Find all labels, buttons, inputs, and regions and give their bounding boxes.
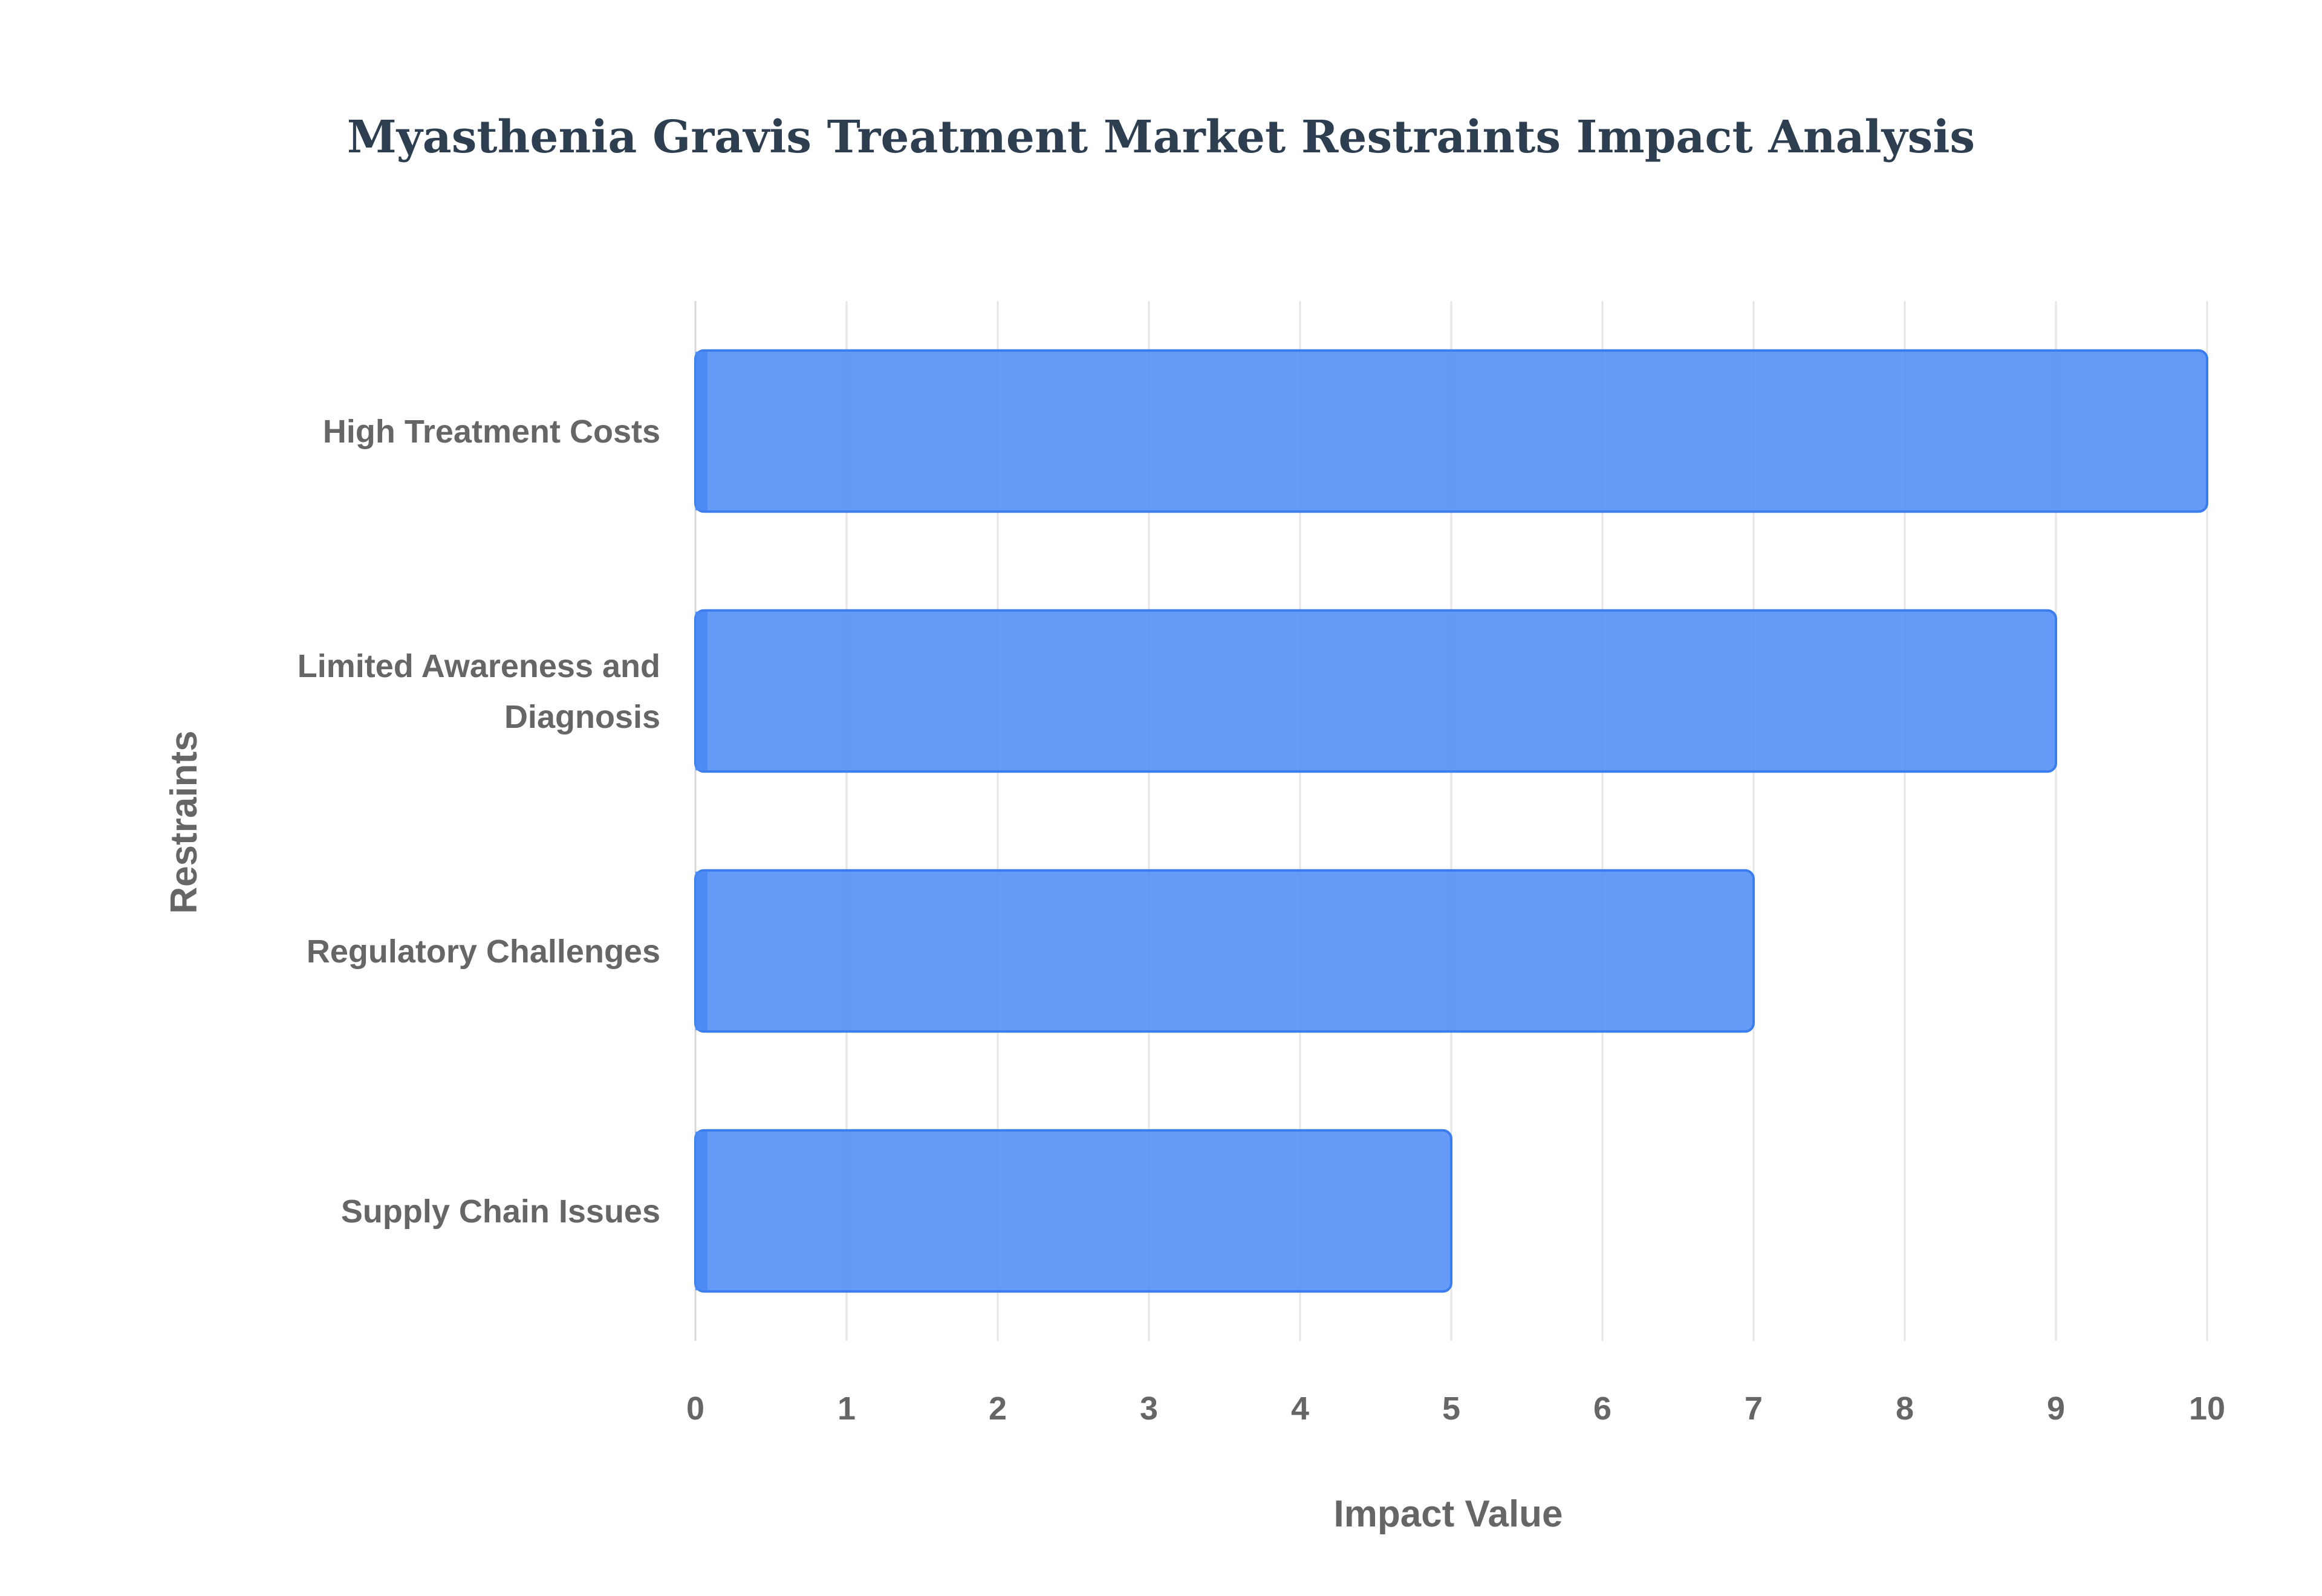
category-label: Supply Chain Issues <box>341 1193 660 1230</box>
x-tick-label: 2 <box>989 1390 1007 1427</box>
x-tick-labels: 0 1 2 3 4 5 6 7 8 9 10 <box>686 1390 2225 1427</box>
x-tick-label: 5 <box>1442 1390 1460 1427</box>
category-label: Limited Awareness and Diagnosis <box>298 648 660 735</box>
x-axis-title: Impact Value <box>1333 1493 1563 1535</box>
x-tick-label: 0 <box>686 1390 704 1427</box>
x-tick-label: 3 <box>1140 1390 1158 1427</box>
category-labels: High Treatment Costs Limited Awareness an… <box>298 414 660 1230</box>
x-tick-label: 7 <box>1745 1390 1763 1427</box>
bar <box>694 1129 1452 1293</box>
bar <box>694 869 1755 1033</box>
x-tick-label: 8 <box>1896 1390 1914 1427</box>
category-label: High Treatment Costs <box>323 414 660 450</box>
x-tick-label: 1 <box>837 1390 856 1427</box>
bar-base <box>695 351 707 511</box>
x-tick-label: 6 <box>1593 1390 1611 1427</box>
bar-base <box>695 1131 707 1291</box>
x-tick-label: 10 <box>2189 1390 2225 1427</box>
chart-title: Myasthenia Gravis Treatment Market Restr… <box>347 111 1975 163</box>
x-tick-label: 4 <box>1291 1390 1309 1427</box>
bar-base <box>695 611 707 771</box>
bar <box>694 349 2208 513</box>
bar <box>694 609 2057 773</box>
category-label: Regulatory Challenges <box>307 933 660 970</box>
bar-base <box>695 871 707 1031</box>
x-tick-label: 9 <box>2047 1390 2065 1427</box>
bars <box>694 349 2208 1293</box>
y-axis-title: Restraints <box>163 730 205 913</box>
